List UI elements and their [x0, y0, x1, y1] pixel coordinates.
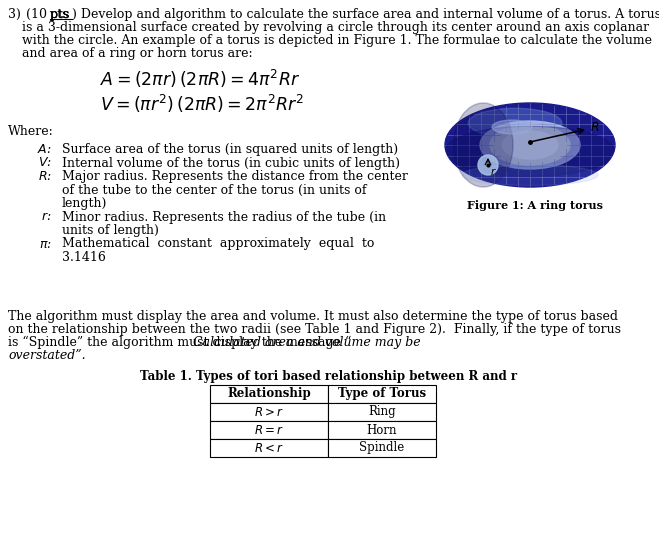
Text: Major radius. Represents the distance from the center: Major radius. Represents the distance fr… [62, 170, 408, 183]
Bar [210, 403, 328, 421]
Text: $A$:: $A$: [38, 143, 52, 156]
Text: Spindle: Spindle [359, 442, 405, 454]
Ellipse shape [469, 108, 561, 138]
Text: $R = r$: $R = r$ [254, 423, 284, 437]
Ellipse shape [445, 103, 615, 187]
Text: Internal volume of the torus (in cubic units of length): Internal volume of the torus (in cubic u… [62, 156, 400, 170]
Ellipse shape [480, 121, 580, 169]
Text: $R > r$: $R > r$ [254, 406, 284, 418]
Text: length): length) [62, 197, 107, 210]
Text: $R < r$: $R < r$ [254, 442, 284, 454]
Bar [328, 385, 436, 403]
Ellipse shape [502, 131, 558, 159]
Ellipse shape [492, 120, 532, 134]
Text: $R$:: $R$: [38, 170, 52, 183]
Bar [210, 385, 328, 403]
Ellipse shape [462, 165, 598, 186]
Text: pts: pts [50, 8, 69, 21]
Text: units of length): units of length) [62, 224, 159, 237]
Text: and area of a ring or horn torus are:: and area of a ring or horn torus are: [22, 47, 252, 60]
Text: pts: pts [50, 8, 69, 21]
Text: of the tube to the center of the torus (in units of: of the tube to the center of the torus (… [62, 183, 366, 197]
Text: Table 1. Types of tori based relationship between R and r: Table 1. Types of tori based relationshi… [140, 370, 517, 383]
Text: $V$:: $V$: [38, 156, 52, 170]
Ellipse shape [453, 103, 513, 187]
Text: $\pi$:: $\pi$: [39, 238, 52, 250]
Text: Minor radius. Represents the radius of the tube (in: Minor radius. Represents the radius of t… [62, 211, 386, 223]
Ellipse shape [478, 155, 498, 175]
Text: Relationship: Relationship [227, 387, 311, 401]
Ellipse shape [445, 126, 615, 177]
Bar [328, 439, 436, 457]
Text: Calculated area and volume may be: Calculated area and volume may be [193, 336, 420, 349]
Text: Type of Torus: Type of Torus [338, 387, 426, 401]
Text: is “Spindle” the algorithm must display the message “: is “Spindle” the algorithm must display … [8, 336, 351, 349]
Text: $r$:: $r$: [42, 211, 52, 223]
Text: Horn: Horn [367, 423, 397, 437]
Text: Surface area of the torus (in squared units of length): Surface area of the torus (in squared un… [62, 143, 398, 156]
Text: $V = (\pi r^2)\,(2\pi R) = 2\pi^2 Rr^2$: $V = (\pi r^2)\,(2\pi R) = 2\pi^2 Rr^2$ [100, 93, 304, 115]
Text: (10: (10 [26, 8, 51, 21]
Text: 3): 3) [8, 8, 25, 21]
Bar [328, 421, 436, 439]
Text: Figure 1: A ring torus: Figure 1: A ring torus [467, 200, 603, 211]
Text: $R$: $R$ [590, 121, 600, 134]
Bar [210, 439, 328, 457]
Text: on the relationship between the two radii (see Table 1 and Figure 2).  Finally, : on the relationship between the two radi… [8, 323, 621, 336]
Text: $r$: $r$ [490, 166, 497, 177]
Text: is a 3-dimensional surface created by revolving a circle through its center arou: is a 3-dimensional surface created by re… [22, 21, 649, 34]
Text: Where:: Where: [8, 125, 54, 138]
Text: overstated”.: overstated”. [8, 349, 86, 362]
Text: ) Develop and algorithm to calculate the surface area and internal volume of a t: ) Develop and algorithm to calculate the… [72, 8, 659, 21]
Text: Mathematical  constant  approximately  equal  to: Mathematical constant approximately equa… [62, 238, 374, 250]
Text: 3.1416: 3.1416 [62, 251, 106, 264]
Bar [210, 421, 328, 439]
Text: Ring: Ring [368, 406, 396, 418]
Bar [328, 403, 436, 421]
Text: The algorithm must display the area and volume. It must also determine the type : The algorithm must display the area and … [8, 310, 618, 323]
Text: $A = (2\pi r)\,(2\pi R) = 4\pi^2 Rr$: $A = (2\pi r)\,(2\pi R) = 4\pi^2 Rr$ [100, 68, 301, 90]
Ellipse shape [490, 125, 570, 165]
Text: with the circle. An example of a torus is depicted in Figure 1. The formulae to : with the circle. An example of a torus i… [22, 34, 652, 47]
